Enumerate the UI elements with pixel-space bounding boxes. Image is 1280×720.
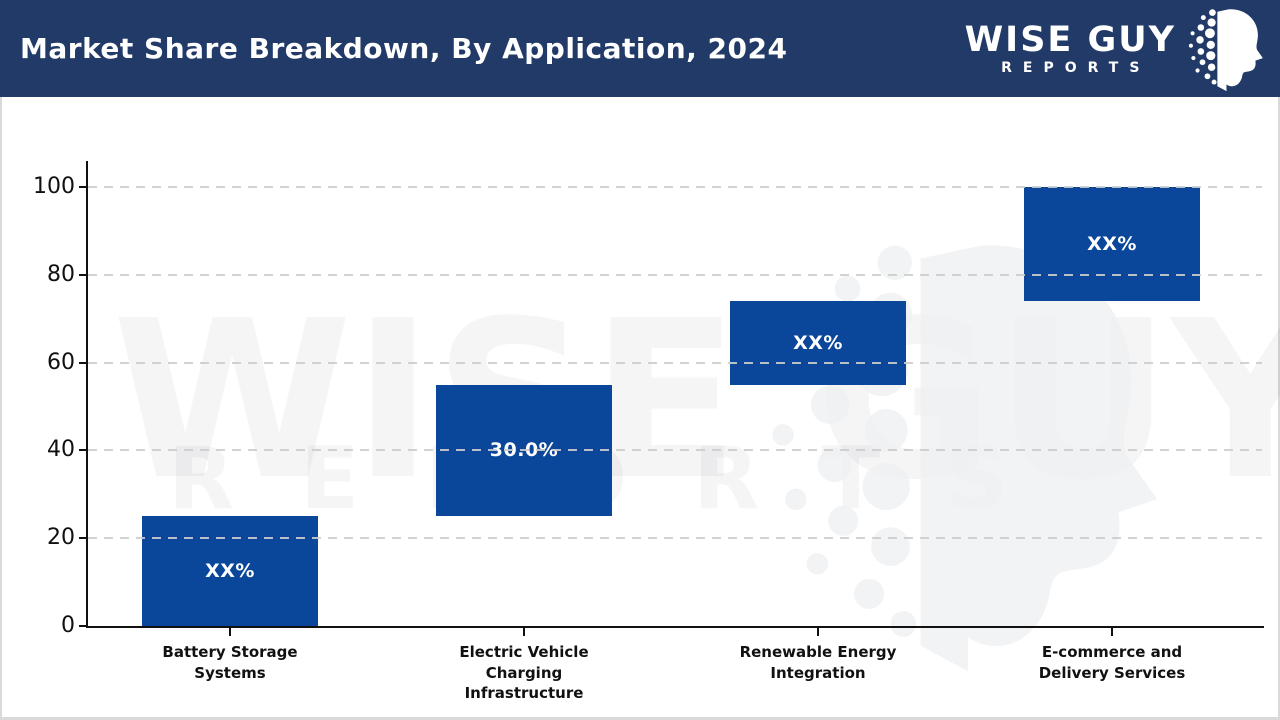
frame-border-left [0, 97, 2, 720]
y-axis-line [86, 161, 88, 628]
brand-subtitle: REPORTS [1001, 59, 1151, 76]
gridline-60 [88, 361, 1262, 364]
y-tick-label-20: 20 [47, 525, 75, 551]
gridline-40 [88, 449, 1262, 452]
y-tick-label-40: 40 [47, 437, 75, 463]
y-tick-label-80: 80 [47, 261, 75, 287]
x-tick-0 [229, 628, 231, 636]
brand-logo-text: WISE GUY REPORTS [964, 19, 1176, 76]
x-axis-line [86, 626, 1264, 628]
y-tick-80 [79, 273, 88, 276]
gridline-20 [88, 537, 1262, 540]
bar-segment: XX% [730, 301, 906, 385]
x-axis-label: E-commerce and Delivery Services [1038, 643, 1186, 682]
bar-value-label: XX% [1087, 233, 1137, 256]
y-tick-label-0: 0 [61, 613, 75, 638]
x-tick-3 [1111, 628, 1113, 636]
x-tick-2 [817, 628, 819, 636]
wise-guy-head-icon [1182, 6, 1266, 92]
brand-name: WISE GUY [964, 19, 1176, 60]
y-tick-0 [79, 625, 88, 627]
frame-border-bottom [0, 717, 1280, 720]
y-tick-40 [79, 449, 88, 452]
x-axis-label: Electric Vehicle Charging Infrastructure [459, 643, 589, 703]
bar-value-label: XX% [205, 560, 255, 583]
y-tick-label-100: 100 [33, 174, 75, 199]
page-title: Market Share Breakdown, By Application, … [20, 32, 788, 65]
x-tick-1 [523, 628, 525, 636]
y-tick-20 [79, 537, 88, 540]
bar-segment: XX% [1024, 187, 1200, 302]
bar-segment: XX% [142, 516, 318, 626]
gridline-100 [88, 186, 1262, 188]
x-axis-label: Renewable Energy Integration [739, 643, 897, 682]
y-tick-100 [79, 186, 88, 188]
header-bar: Market Share Breakdown, By Application, … [0, 0, 1280, 97]
gridline-80 [88, 273, 1262, 276]
brand-logo: WISE GUY REPORTS [965, 0, 1266, 97]
frame-border-right [1278, 97, 1280, 720]
bar-value-label: XX% [793, 331, 843, 354]
x-axis-label: Battery Storage Systems [162, 643, 298, 682]
y-tick-60 [79, 361, 88, 364]
y-tick-label-60: 60 [47, 349, 75, 375]
